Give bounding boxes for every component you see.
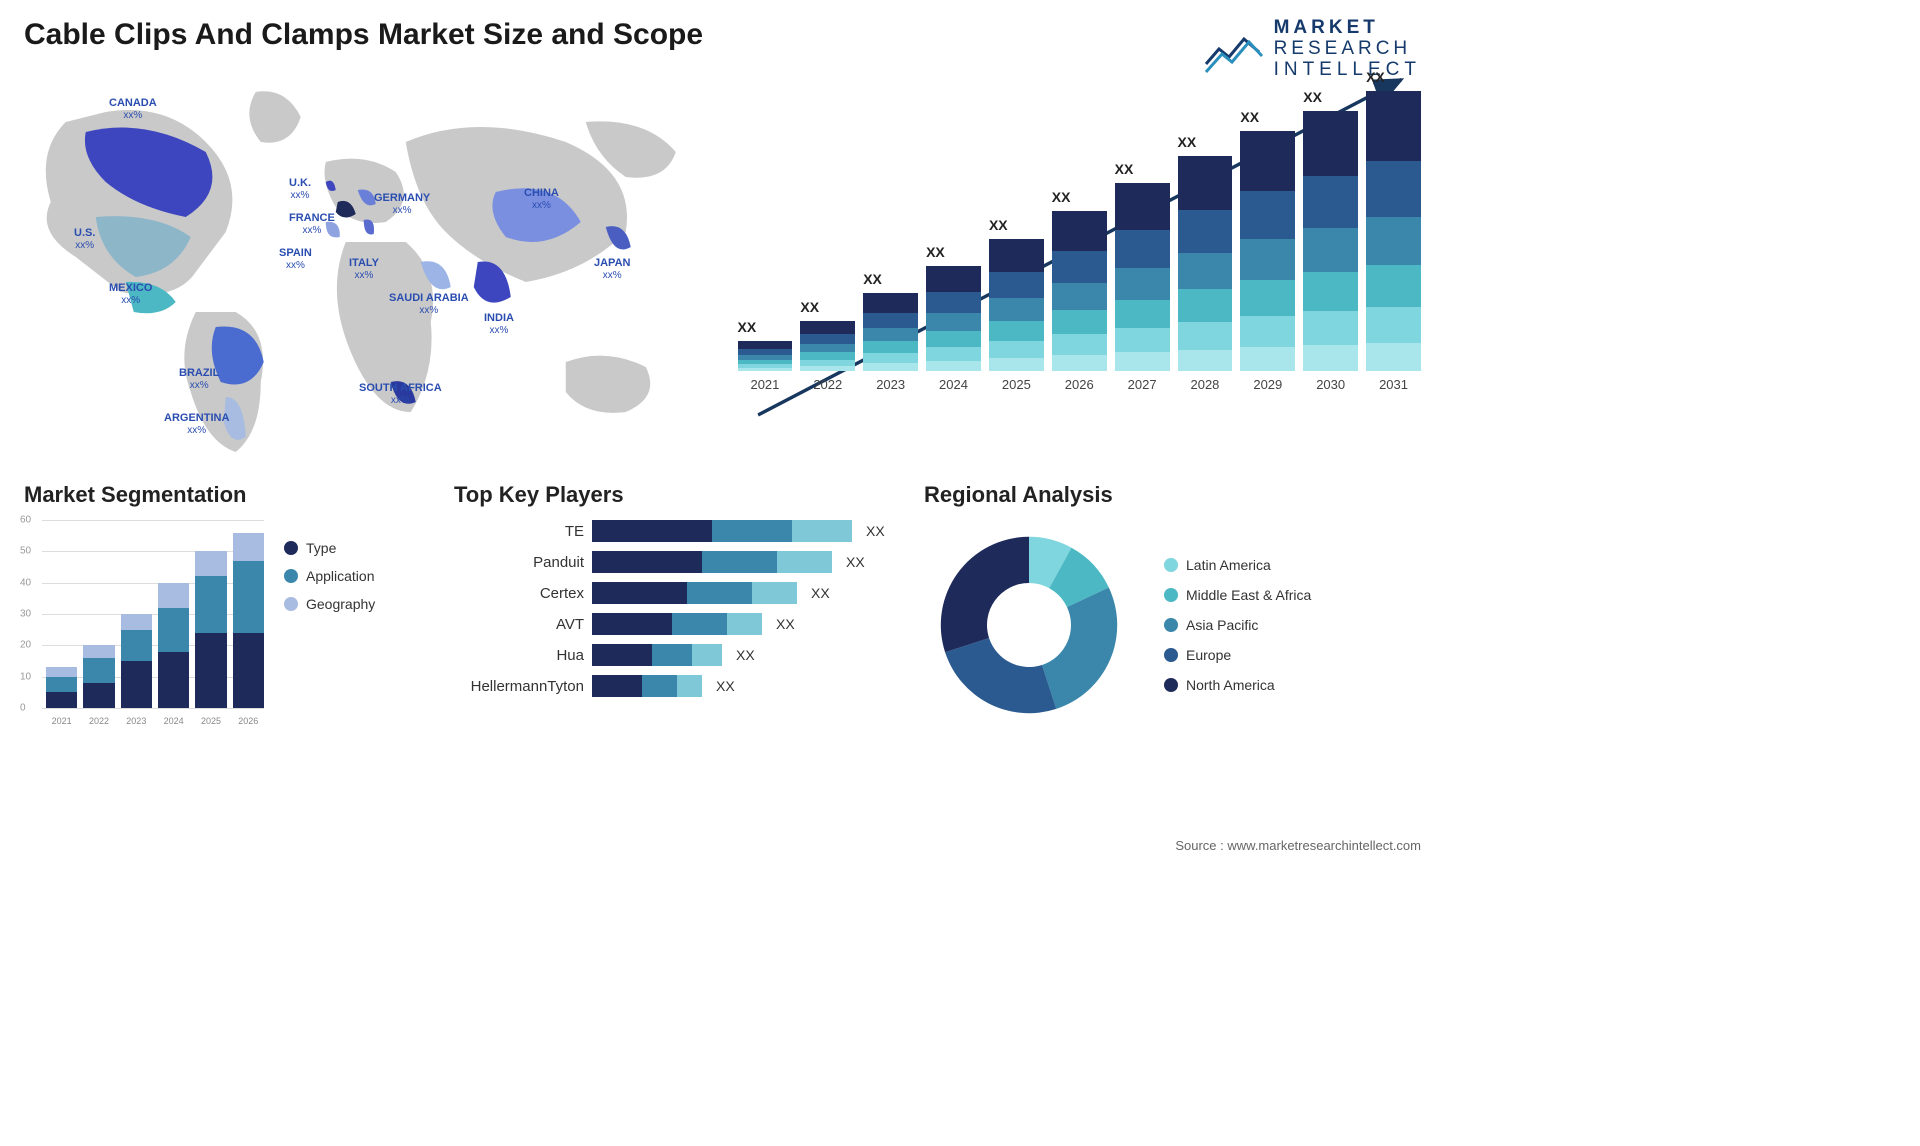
logo-line1: MARKET bbox=[1274, 18, 1421, 39]
kp-row-hua: HuaXX bbox=[454, 644, 894, 666]
key-players-title: Top Key Players bbox=[454, 482, 894, 508]
forecast-bar-2022: XX2022 bbox=[800, 321, 855, 392]
kp-row-te: TEXX bbox=[454, 520, 894, 542]
reg-legend-latinamerica: Latin America bbox=[1164, 557, 1311, 573]
seg-bar-2022 bbox=[83, 645, 114, 708]
regional-title: Regional Analysis bbox=[924, 482, 1421, 508]
map-label-spain: SPAINxx% bbox=[279, 247, 312, 271]
donut-slice-asiapacific bbox=[1042, 587, 1117, 708]
donut-slice-northamerica bbox=[941, 537, 1029, 652]
seg-bar-2021 bbox=[46, 667, 77, 708]
map-label-italy: ITALYxx% bbox=[349, 257, 379, 281]
segmentation-chart: 0102030405060 202120222023202420252026 bbox=[24, 520, 264, 730]
reg-legend-northamerica: North America bbox=[1164, 677, 1311, 693]
seg-bar-2025 bbox=[195, 551, 226, 708]
logo-line2: RESEARCH bbox=[1274, 39, 1421, 60]
segmentation-title: Market Segmentation bbox=[24, 482, 424, 508]
forecast-bar-2023: XX2023 bbox=[863, 293, 918, 392]
source-text: Source : www.marketresearchintellect.com bbox=[1175, 838, 1421, 853]
seg-bar-2024 bbox=[158, 583, 189, 708]
seg-legend-type: Type bbox=[284, 540, 375, 556]
map-label-canada: CANADAxx% bbox=[109, 97, 157, 121]
regional-legend: Latin America Middle East & Africa Asia Pa… bbox=[1164, 557, 1311, 693]
world-map: CANADAxx% U.S.xx% MEXICOxx% BRAZILxx% ARGENT… bbox=[24, 62, 708, 462]
reg-legend-asiapacific: Asia Pacific bbox=[1164, 617, 1311, 633]
segmentation-legend: Type Application Geography bbox=[284, 520, 375, 730]
map-label-us: U.S.xx% bbox=[74, 227, 95, 251]
map-label-india: INDIAxx% bbox=[484, 312, 514, 336]
map-label-saudiarabia: SAUDI ARABIAxx% bbox=[389, 292, 469, 316]
kp-row-certex: CertexXX bbox=[454, 582, 894, 604]
forecast-bar-2025: XX2025 bbox=[989, 239, 1044, 392]
seg-bar-2023 bbox=[121, 614, 152, 708]
forecast-bar-2026: XX2026 bbox=[1052, 211, 1107, 392]
map-label-argentina: ARGENTINAxx% bbox=[164, 412, 229, 436]
kp-row-avt: AVTXX bbox=[454, 613, 894, 635]
map-label-brazil: BRAZILxx% bbox=[179, 367, 219, 391]
seg-legend-application: Application bbox=[284, 568, 375, 584]
map-label-japan: JAPANxx% bbox=[594, 257, 630, 281]
seg-legend-geography: Geography bbox=[284, 596, 375, 612]
map-label-mexico: MEXICOxx% bbox=[109, 282, 152, 306]
reg-legend-europe: Europe bbox=[1164, 647, 1311, 663]
forecast-bar-2024: XX2024 bbox=[926, 266, 981, 392]
regional-analysis-section: Regional Analysis Latin America Middle Ea… bbox=[924, 482, 1421, 730]
map-label-china: CHINAxx% bbox=[524, 187, 559, 211]
kp-row-hellermanntyton: HellermannTytonXX bbox=[454, 675, 894, 697]
map-label-uk: U.K.xx% bbox=[289, 177, 311, 201]
forecast-bar-2021: XX2021 bbox=[738, 341, 793, 392]
forecast-bar-2030: XX2030 bbox=[1303, 111, 1358, 392]
regional-donut-chart bbox=[924, 520, 1134, 730]
key-players-section: Top Key Players TEXX PanduitXX CertexXX AVT… bbox=[454, 482, 894, 730]
map-label-germany: GERMANYxx% bbox=[374, 192, 430, 216]
forecast-chart: XX2021XX2022XX2023XX2024XX2025XX2026XX20… bbox=[738, 62, 1422, 462]
map-label-southafrica: SOUTH AFRICAxx% bbox=[359, 382, 442, 406]
kp-row-panduit: PanduitXX bbox=[454, 551, 894, 573]
forecast-bar-2027: XX2027 bbox=[1115, 183, 1170, 392]
donut-slice-europe bbox=[945, 638, 1056, 713]
forecast-bar-2031: XX2031 bbox=[1366, 91, 1421, 392]
forecast-bar-2029: XX2029 bbox=[1240, 131, 1295, 392]
reg-legend-middleeastafrica: Middle East & Africa bbox=[1164, 587, 1311, 603]
map-label-france: FRANCExx% bbox=[289, 212, 335, 236]
seg-bar-2026 bbox=[233, 533, 264, 708]
forecast-bar-2028: XX2028 bbox=[1178, 156, 1233, 392]
market-segmentation-section: Market Segmentation 0102030405060 202120… bbox=[24, 482, 424, 730]
